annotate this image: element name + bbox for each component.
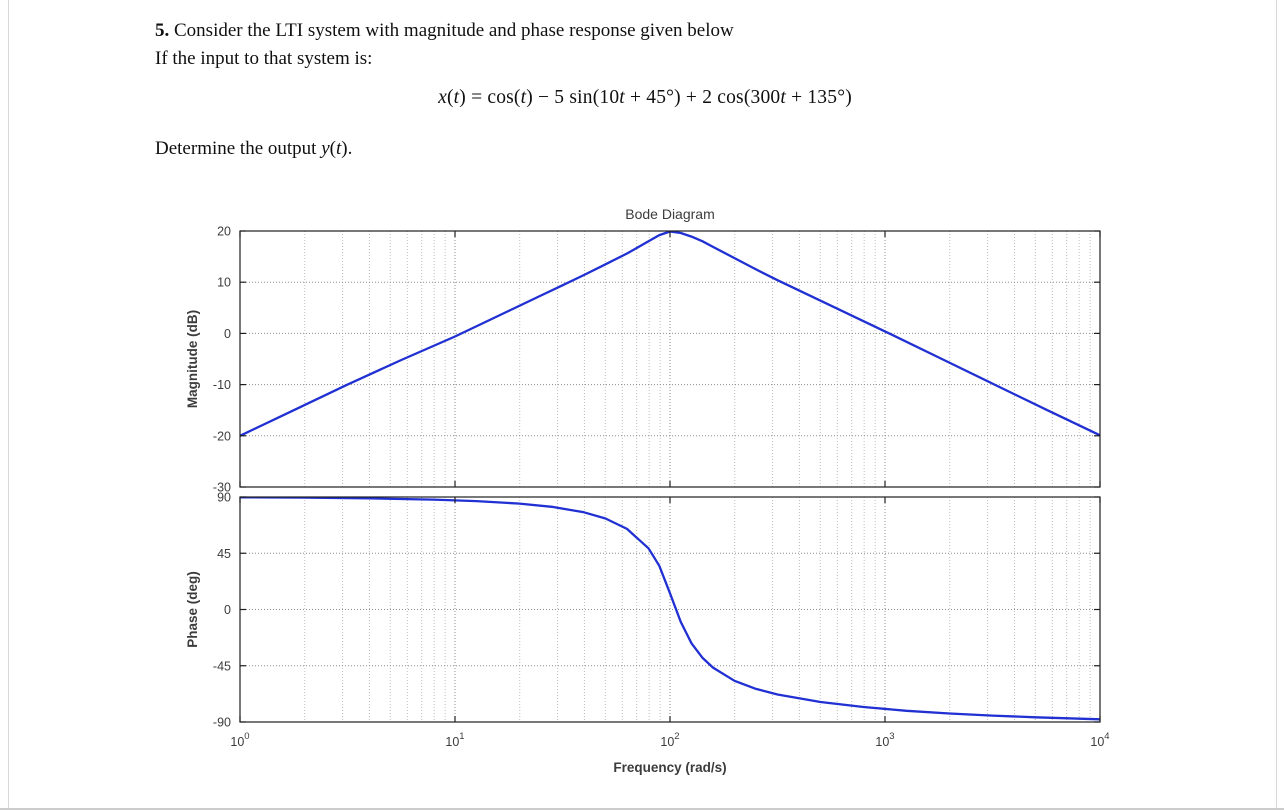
magnitude-grid [240,231,1100,487]
magnitude-y-axis-label: Magnitude (dB) [185,310,200,408]
question-line-1: 5. Consider the LTI system with magnitud… [155,17,1135,45]
phase-ytick-label: 90 [217,491,231,505]
phase-curve [240,497,1100,721]
phase-ytick-label: 0 [224,603,231,617]
page-right-edge [1276,0,1277,810]
xtick-label: 101 [445,731,464,749]
phase-ytick-label: -45 [213,659,231,673]
magnitude-ytick-label: 0 [224,327,231,341]
magnitude-ytick-label: -30 [213,481,231,495]
magnitude-ytick-label: -20 [213,429,231,443]
magnitude-axes-box [239,230,1101,488]
magnitude-ticks [239,230,1101,488]
magnitude-plot: 20 10 0 -10 -20 -30 Magnitude (dB) [185,225,1101,495]
phase-y-axis-label: Phase (deg) [185,571,200,648]
magnitude-ytick-label: 20 [217,225,231,239]
xtick-label: 104 [1090,731,1109,749]
phase-ytick-label: -90 [213,716,231,730]
phase-grid [240,497,1100,722]
xtick-label: 100 [230,731,249,749]
xtick-label: 103 [875,731,894,749]
phase-ticks [239,496,1101,723]
page-left-edge [8,0,9,810]
question-block: 5. Consider the LTI system with magnitud… [155,17,1135,163]
xtick-label: 102 [660,731,679,749]
x-tick-labels: 100 101 102 103 104 [230,731,1109,749]
page-bottom-edge [0,808,1284,810]
question-number: 5. [155,20,170,41]
magnitude-ytick-label: -10 [213,378,231,392]
question-line-1-text: Consider the LTI system with magnitude a… [169,20,734,41]
input-signal-equation: x(t) = cos(t) − 5 sin(10t + 45°) + 2 cos… [438,87,852,108]
phase-plot: 90 45 0 -45 -90 Phase (deg) [185,491,1101,730]
magnitude-ytick-label: 10 [217,276,231,290]
x-axis-label: Frequency (rad/s) [613,760,726,775]
phase-ytick-label: 45 [217,547,231,561]
question-line-2: If the input to that system is: [155,48,373,69]
determine-output-line: Determine the output y(t). [155,138,353,159]
chart-title: Bode Diagram [625,206,715,222]
magnitude-curve [240,231,1100,437]
